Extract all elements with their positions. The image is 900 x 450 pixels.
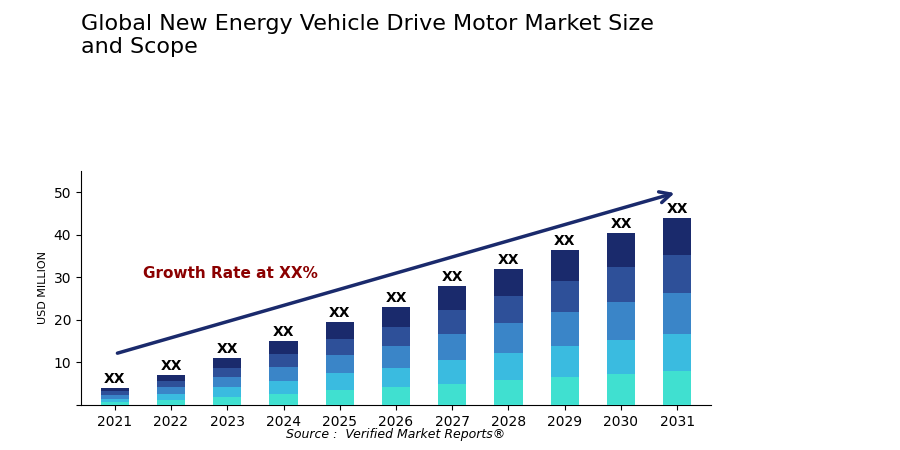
Text: XX: XX <box>385 291 407 305</box>
Bar <box>101 402 129 405</box>
Bar <box>101 388 129 392</box>
Bar <box>101 399 129 402</box>
Bar <box>551 346 579 377</box>
Bar <box>326 322 354 339</box>
Bar <box>551 312 579 346</box>
Bar <box>663 218 691 255</box>
Bar <box>269 393 298 405</box>
Bar <box>213 377 241 387</box>
Bar <box>382 346 410 368</box>
Bar <box>494 269 523 296</box>
Text: XX: XX <box>217 342 238 356</box>
Bar <box>438 286 466 310</box>
Bar <box>663 255 691 292</box>
Bar <box>269 381 298 393</box>
Bar <box>213 368 241 377</box>
Bar <box>607 302 635 339</box>
Bar <box>269 341 298 354</box>
Bar <box>551 377 579 405</box>
Bar <box>551 281 579 312</box>
Bar <box>494 323 523 353</box>
Text: XX: XX <box>554 234 575 248</box>
Text: XX: XX <box>498 253 519 267</box>
Bar <box>213 396 241 405</box>
Bar <box>157 375 185 381</box>
Bar <box>382 327 410 346</box>
Text: XX: XX <box>610 216 632 230</box>
Bar <box>663 292 691 334</box>
Bar <box>607 267 635 302</box>
Bar <box>382 307 410 327</box>
Bar <box>494 353 523 381</box>
Bar <box>551 250 579 281</box>
Text: XX: XX <box>667 202 688 216</box>
Bar <box>438 383 466 405</box>
Bar <box>663 334 691 371</box>
Text: Global New Energy Vehicle Drive Motor Market Size
and Scope: Global New Energy Vehicle Drive Motor Ma… <box>81 14 654 57</box>
Text: XX: XX <box>329 306 350 320</box>
Bar <box>326 355 354 374</box>
Bar <box>438 360 466 383</box>
Bar <box>438 333 466 360</box>
Bar <box>101 395 129 399</box>
Y-axis label: USD MILLION: USD MILLION <box>38 252 48 324</box>
Bar <box>382 368 410 387</box>
Bar <box>157 387 185 394</box>
Bar <box>494 381 523 405</box>
Bar <box>326 390 354 405</box>
Bar <box>269 367 298 381</box>
Bar <box>326 374 354 390</box>
Bar <box>157 400 185 405</box>
Bar <box>438 310 466 333</box>
Bar <box>494 296 523 323</box>
Bar <box>157 381 185 387</box>
Bar <box>213 358 241 368</box>
Bar <box>213 387 241 396</box>
Text: XX: XX <box>442 270 463 284</box>
Text: XX: XX <box>160 359 182 373</box>
Text: XX: XX <box>273 325 294 339</box>
Bar <box>326 339 354 355</box>
Text: Source :  Verified Market Reports®: Source : Verified Market Reports® <box>286 428 506 441</box>
Bar <box>607 233 635 267</box>
Bar <box>607 339 635 374</box>
Bar <box>157 394 185 400</box>
Bar <box>101 392 129 395</box>
Text: Growth Rate at XX%: Growth Rate at XX% <box>143 266 318 281</box>
Bar <box>269 354 298 367</box>
Bar <box>607 374 635 405</box>
Text: XX: XX <box>104 372 125 386</box>
Bar <box>382 387 410 405</box>
Bar <box>663 371 691 405</box>
